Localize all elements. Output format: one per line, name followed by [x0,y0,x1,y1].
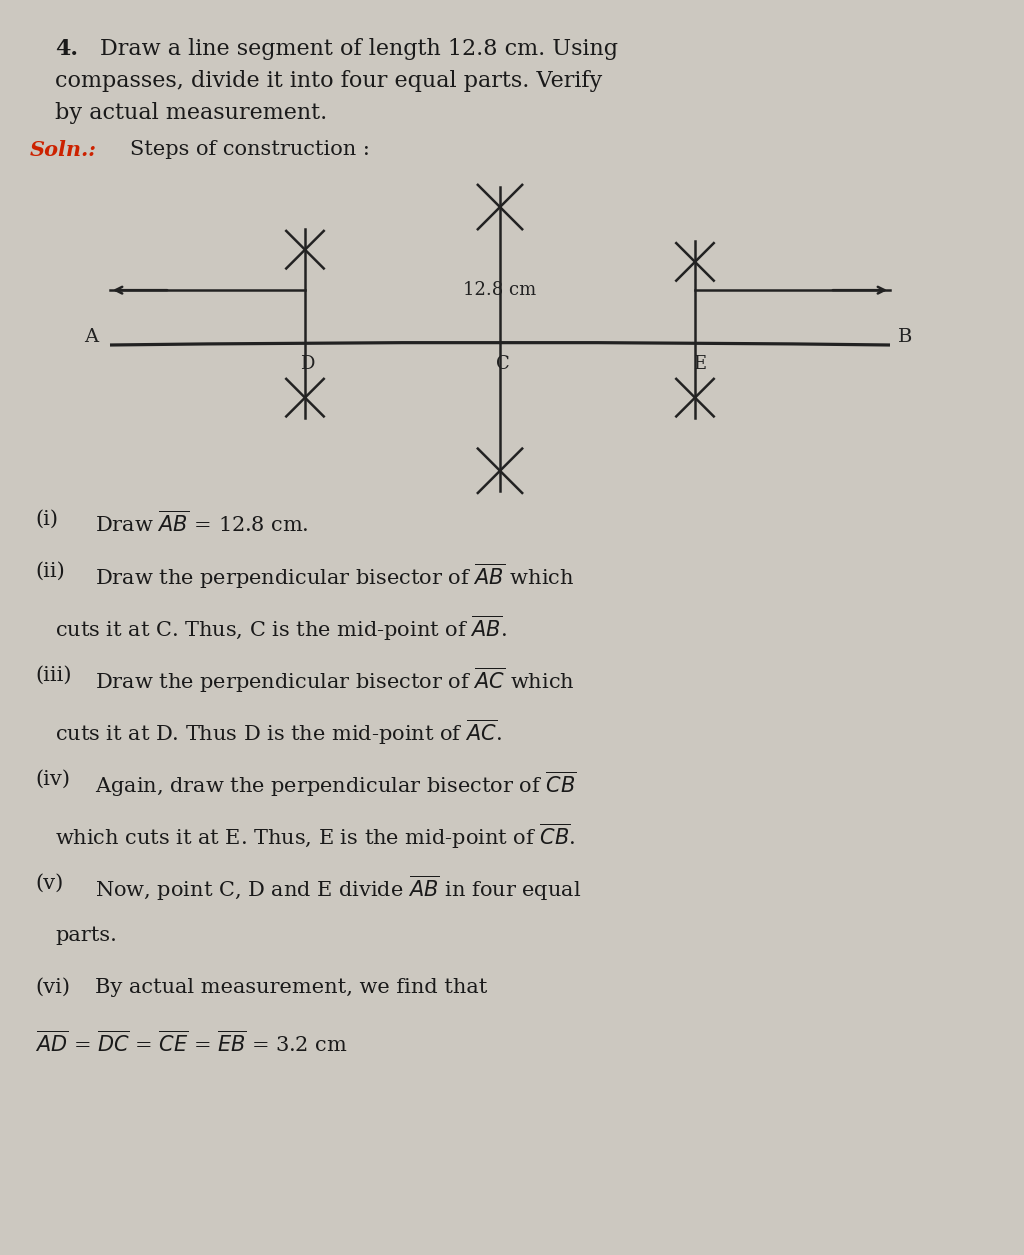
Text: $\overline{AD}$ = $\overline{DC}$ = $\overline{CE}$ = $\overline{EB}$ = 3.2 cm: $\overline{AD}$ = $\overline{DC}$ = $\ov… [35,1030,348,1055]
Text: cuts it at D. Thus D is the mid-point of $\overline{AC}$.: cuts it at D. Thus D is the mid-point of… [55,718,502,747]
Text: Draw the perpendicular bisector of $\overline{AB}$ which: Draw the perpendicular bisector of $\ove… [95,562,574,591]
Text: Draw $\overline{AB}$ = 12.8 cm.: Draw $\overline{AB}$ = 12.8 cm. [95,510,308,536]
Text: B: B [898,328,912,346]
Text: parts.: parts. [55,926,117,945]
Text: which cuts it at E. Thus, E is the mid-point of $\overline{CB}$.: which cuts it at E. Thus, E is the mid-p… [55,822,575,851]
Text: (vi): (vi) [35,978,70,996]
Text: (iv): (iv) [35,771,70,789]
Text: (v): (v) [35,873,63,894]
Text: A: A [84,328,98,346]
Text: Again, draw the perpendicular bisector of $\overline{CB}$: Again, draw the perpendicular bisector o… [95,771,577,799]
Text: C: C [496,355,510,373]
Text: 4.: 4. [55,38,78,60]
Text: cuts it at C. Thus, C is the mid-point of $\overline{AB}$.: cuts it at C. Thus, C is the mid-point o… [55,614,507,643]
Text: (ii): (ii) [35,562,65,581]
Text: Now, point C, D and E divide $\overline{AB}$ in four equal: Now, point C, D and E divide $\overline{… [95,873,582,904]
Text: 12.8 cm: 12.8 cm [464,281,537,299]
Text: (iii): (iii) [35,666,72,685]
Text: Draw the perpendicular bisector of $\overline{AC}$ which: Draw the perpendicular bisector of $\ove… [95,666,574,695]
Text: E: E [693,355,707,373]
Text: (i): (i) [35,510,58,530]
Text: Steps of construction :: Steps of construction : [130,141,370,159]
Text: By actual measurement, we find that: By actual measurement, we find that [95,978,487,996]
Text: Draw a line segment of length 12.8 cm. Using: Draw a line segment of length 12.8 cm. U… [100,38,618,60]
Text: compasses, divide it into four equal parts. Verify: compasses, divide it into four equal par… [55,70,602,92]
Text: by actual measurement.: by actual measurement. [55,102,328,124]
Text: D: D [300,355,314,373]
Text: Soln.:: Soln.: [30,141,97,159]
